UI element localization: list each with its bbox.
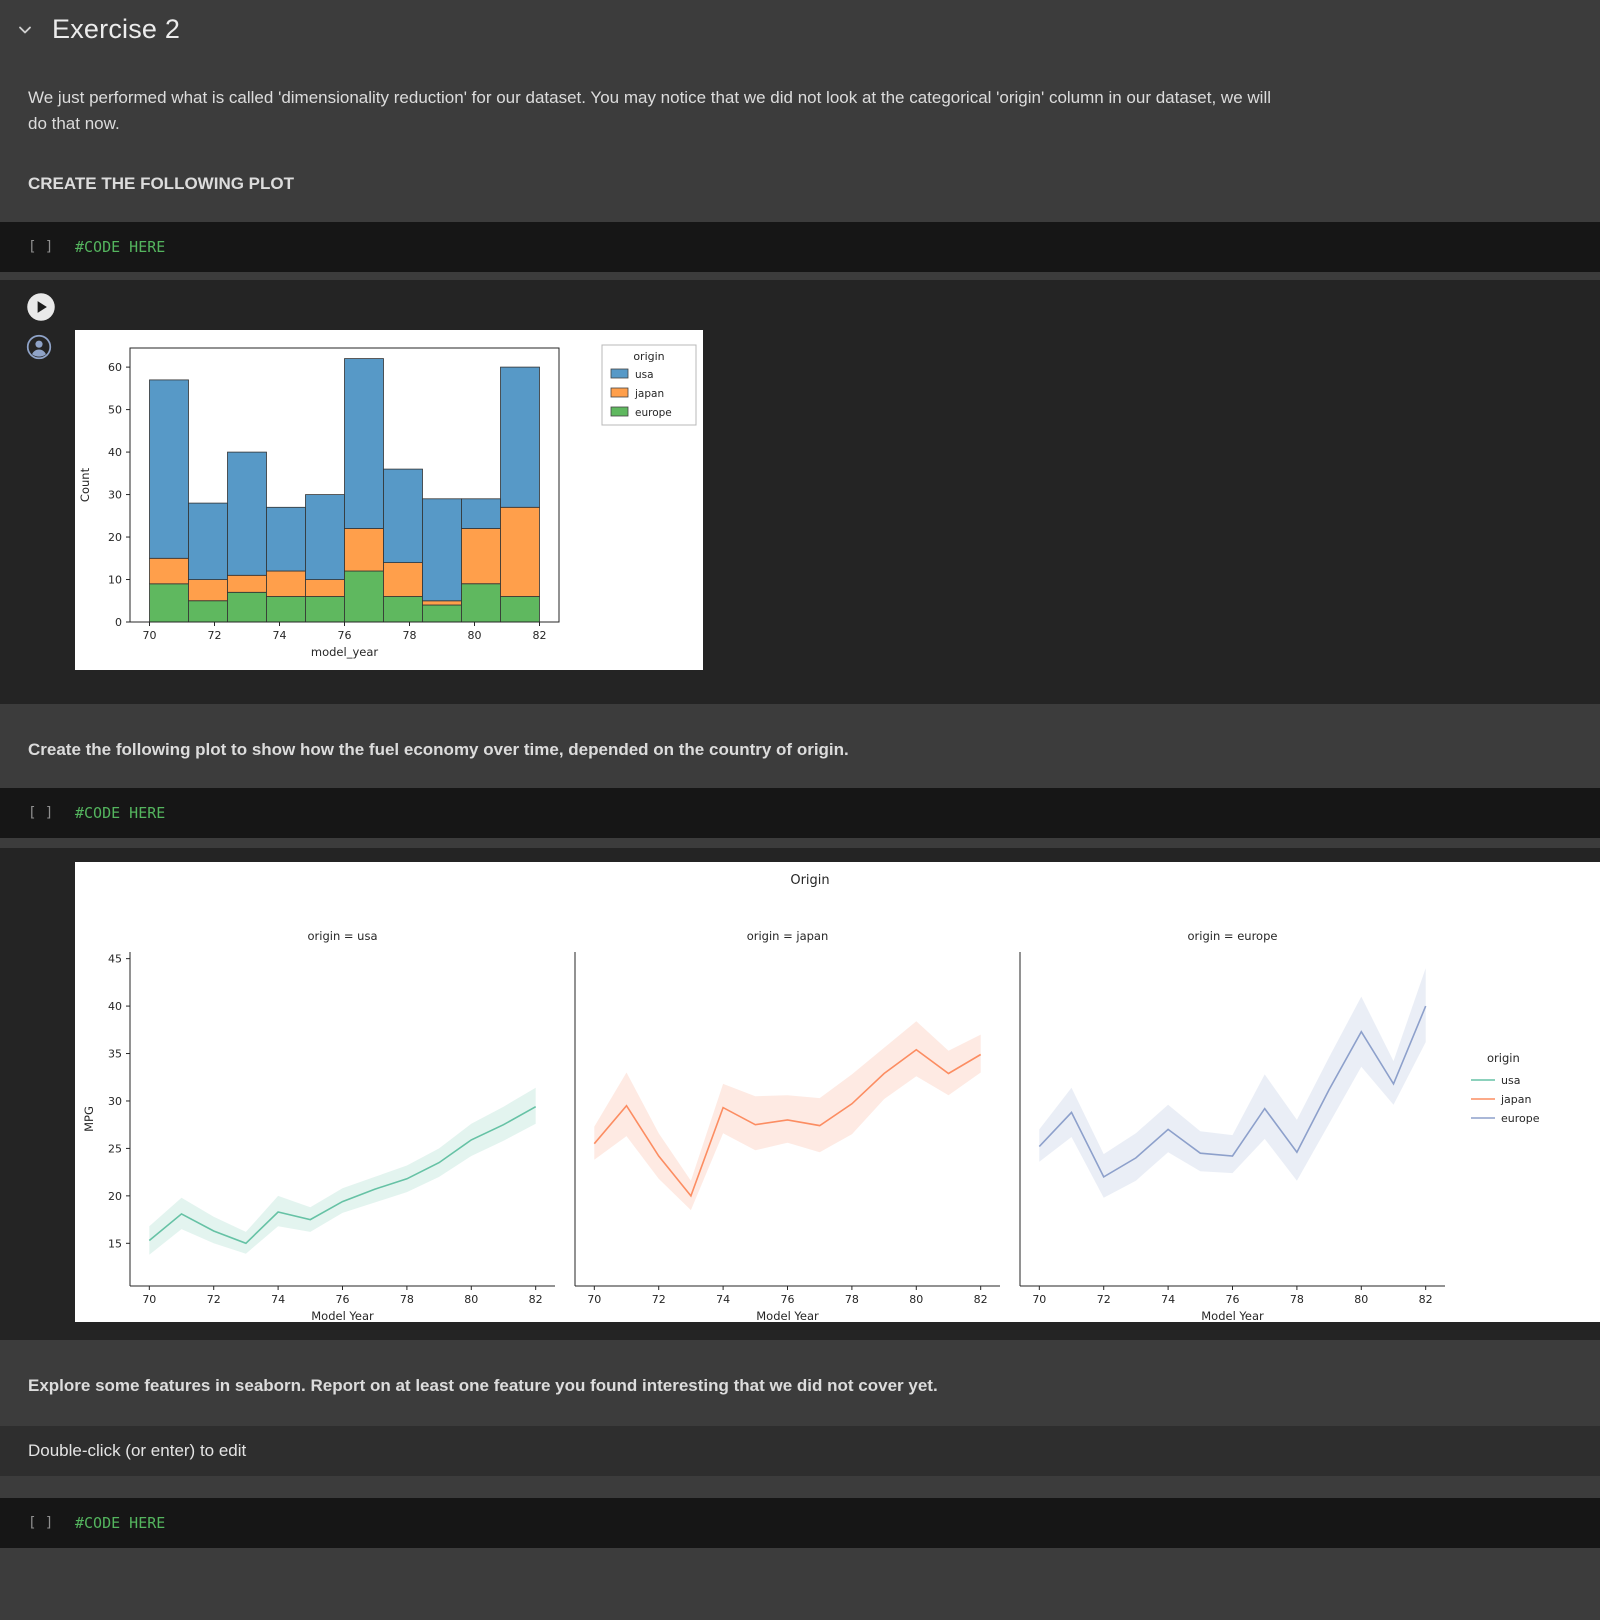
histogram-output-chart: 0 10 20 30 40 50 60 70 72 74 76 78 80 82 model_year Cou… — [75, 329, 703, 670]
svg-text:japan: japan — [634, 388, 664, 400]
output-area-2: Origin origin = usa 70 72 74 76 78 80 82 Model Ye… — [0, 847, 1600, 1340]
svg-text:82: 82 — [529, 1293, 543, 1306]
svg-text:78: 78 — [1290, 1293, 1304, 1306]
code-placeholder[interactable]: #CODE HERE — [75, 237, 166, 256]
svg-text:europe: europe — [635, 407, 672, 419]
svg-text:usa: usa — [1501, 1074, 1520, 1087]
svg-text:europe: europe — [1501, 1112, 1540, 1125]
svg-text:Model Year: Model Year — [311, 1309, 374, 1322]
section-header: Exercise 2 — [0, 0, 1600, 45]
svg-text:74: 74 — [1161, 1293, 1175, 1306]
svg-text:30: 30 — [108, 1095, 122, 1108]
svg-text:25: 25 — [108, 1142, 122, 1155]
markdown-placeholder: Double-click (or enter) to edit — [28, 1440, 247, 1460]
svg-text:78: 78 — [845, 1293, 859, 1306]
svg-text:Model Year: Model Year — [1201, 1309, 1264, 1322]
code-cell-2[interactable]: [ ] #CODE HERE — [0, 787, 1600, 838]
code-placeholder[interactable]: #CODE HERE — [75, 1513, 166, 1532]
svg-text:78: 78 — [403, 629, 417, 642]
svg-text:74: 74 — [273, 629, 287, 642]
cell-run-prompt[interactable]: [ ] — [28, 1514, 54, 1531]
svg-text:76: 76 — [338, 629, 352, 642]
cell-run-prompt[interactable]: [ ] — [28, 238, 54, 255]
section-title: Exercise 2 — [52, 14, 181, 44]
svg-text:origin: origin — [633, 350, 664, 363]
svg-text:74: 74 — [271, 1293, 285, 1306]
empty-markdown-cell[interactable]: Double-click (or enter) to edit — [0, 1425, 1600, 1476]
svg-text:Model Year: Model Year — [756, 1309, 819, 1322]
svg-text:50: 50 — [108, 403, 122, 416]
svg-text:20: 20 — [108, 531, 122, 544]
svg-text:Count: Count — [78, 467, 92, 502]
svg-text:76: 76 — [781, 1293, 795, 1306]
heading-explore: Explore some features in seaborn. Report… — [28, 1375, 938, 1395]
svg-text:70: 70 — [1032, 1293, 1046, 1306]
svg-text:40: 40 — [108, 446, 122, 459]
cell-run-prompt[interactable]: [ ] — [28, 804, 54, 821]
svg-text:origin = japan: origin = japan — [747, 929, 829, 943]
collapse-chevron-icon[interactable] — [14, 19, 36, 41]
run-cell-button[interactable] — [26, 292, 56, 322]
svg-text:80: 80 — [464, 1293, 478, 1306]
svg-text:78: 78 — [400, 1293, 414, 1306]
svg-text:japan: japan — [1500, 1093, 1532, 1106]
svg-text:45: 45 — [108, 952, 122, 965]
output-row: 0 10 20 30 40 50 60 70 72 74 76 78 80 82 model_year Cou… — [26, 329, 1600, 670]
svg-text:Origin: Origin — [790, 873, 829, 888]
svg-text:76: 76 — [1226, 1293, 1240, 1306]
svg-text:82: 82 — [533, 629, 547, 642]
svg-text:72: 72 — [207, 1293, 221, 1306]
svg-text:origin = europe: origin = europe — [1188, 929, 1278, 943]
svg-text:70: 70 — [143, 629, 157, 642]
code-placeholder[interactable]: #CODE HERE — [75, 803, 166, 822]
svg-text:80: 80 — [1354, 1293, 1368, 1306]
svg-text:10: 10 — [108, 573, 122, 586]
svg-text:72: 72 — [208, 629, 222, 642]
svg-text:30: 30 — [108, 488, 122, 501]
svg-text:80: 80 — [909, 1293, 923, 1306]
svg-text:72: 72 — [652, 1293, 666, 1306]
svg-text:MPG: MPG — [82, 1106, 96, 1132]
code-cell-1[interactable]: [ ] #CODE HERE — [0, 221, 1600, 272]
svg-text:72: 72 — [1097, 1293, 1111, 1306]
svg-text:60: 60 — [108, 361, 122, 374]
heading-create-plot: CREATE THE FOLLOWING PLOT — [28, 173, 294, 193]
svg-text:model_year: model_year — [311, 645, 378, 659]
code-cell-3[interactable]: [ ] #CODE HERE — [0, 1497, 1600, 1548]
svg-text:76: 76 — [336, 1293, 350, 1306]
user-avatar-icon — [26, 330, 75, 365]
svg-text:70: 70 — [587, 1293, 601, 1306]
svg-text:usa: usa — [635, 369, 654, 381]
heading-fuel-economy: Create the following plot to show how th… — [28, 739, 849, 759]
svg-text:20: 20 — [108, 1190, 122, 1203]
facet-line-output-chart: Origin origin = usa 70 72 74 76 78 80 82 Model Ye… — [75, 861, 1600, 1322]
svg-text:74: 74 — [716, 1293, 730, 1306]
svg-text:0: 0 — [115, 616, 122, 629]
intro-paragraph: We just performed what is called 'dimens… — [28, 88, 1271, 134]
svg-text:origin: origin — [1487, 1051, 1520, 1065]
output-area-1: 0 10 20 30 40 50 60 70 72 74 76 78 80 82 model_year Cou… — [0, 279, 1600, 704]
svg-text:70: 70 — [142, 1293, 156, 1306]
svg-text:15: 15 — [108, 1237, 122, 1250]
svg-text:35: 35 — [108, 1047, 122, 1060]
svg-text:40: 40 — [108, 1000, 122, 1013]
svg-text:82: 82 — [974, 1293, 988, 1306]
svg-text:80: 80 — [468, 629, 482, 642]
svg-text:origin = usa: origin = usa — [307, 929, 377, 943]
svg-text:82: 82 — [1419, 1293, 1433, 1306]
